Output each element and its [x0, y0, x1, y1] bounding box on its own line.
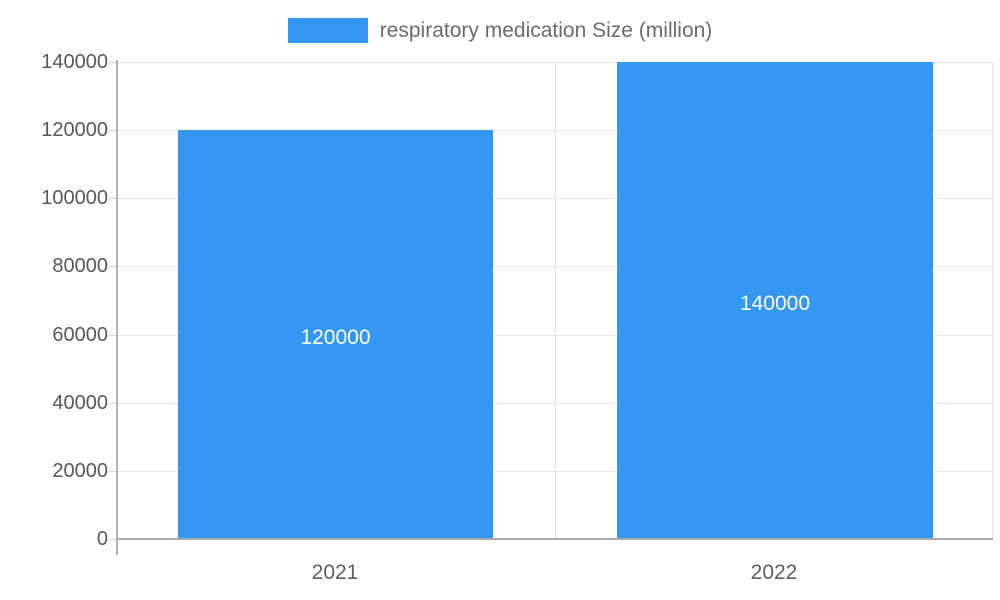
legend-swatch-respiratory-medication[interactable]	[287, 17, 368, 43]
bar-2022[interactable]: 140000	[617, 62, 933, 539]
gridline-category-divider	[555, 62, 556, 539]
gridline-80000	[116, 266, 993, 268]
y-axis-line	[116, 60, 118, 555]
y-axis-label-20000: 20000	[52, 460, 108, 482]
x-axis-label-2022: 2022	[750, 561, 798, 584]
y-axis-label-100000: 100000	[41, 187, 108, 209]
y-tick-mark-60000	[109, 335, 116, 336]
plot-area: 120000 140000	[116, 62, 993, 539]
gridline-20000	[116, 470, 993, 472]
y-tick-mark-140000	[109, 62, 116, 63]
y-axis-label-60000: 60000	[52, 324, 108, 346]
y-axis-labels: 140000 120000 100000 80000 60000 40000 2…	[0, 0, 108, 600]
y-tick-mark-0	[109, 539, 116, 540]
y-tick-mark-80000	[109, 266, 116, 267]
x-axis-label-2021: 2021	[311, 561, 359, 584]
x-axis-line	[116, 538, 993, 540]
gridline-120000	[116, 130, 993, 132]
gridline-140000	[116, 62, 993, 63]
bar-2021[interactable]: 120000	[178, 130, 493, 539]
chart-legend: respiratory medication Size (million)	[0, 14, 1000, 46]
gridline-60000	[116, 334, 993, 336]
y-axis-label-140000: 140000	[41, 51, 108, 73]
y-axis-label-40000: 40000	[52, 392, 108, 414]
gridline-40000	[116, 402, 993, 404]
y-axis-label-80000: 80000	[52, 255, 108, 277]
y-tick-mark-100000	[109, 198, 116, 199]
y-tick-mark-20000	[109, 471, 116, 472]
y-tick-mark-120000	[109, 130, 116, 131]
y-axis-label-120000: 120000	[41, 119, 108, 141]
gridline-right-border	[992, 62, 993, 539]
gridline-100000	[116, 198, 993, 200]
y-axis-label-0: 0	[96, 528, 108, 550]
legend-label-respiratory-medication[interactable]: respiratory medication Size (million)	[379, 18, 713, 42]
bar-value-2021: 120000	[300, 326, 371, 350]
bar-value-2022: 140000	[739, 292, 811, 315]
y-tick-mark-40000	[109, 403, 116, 404]
